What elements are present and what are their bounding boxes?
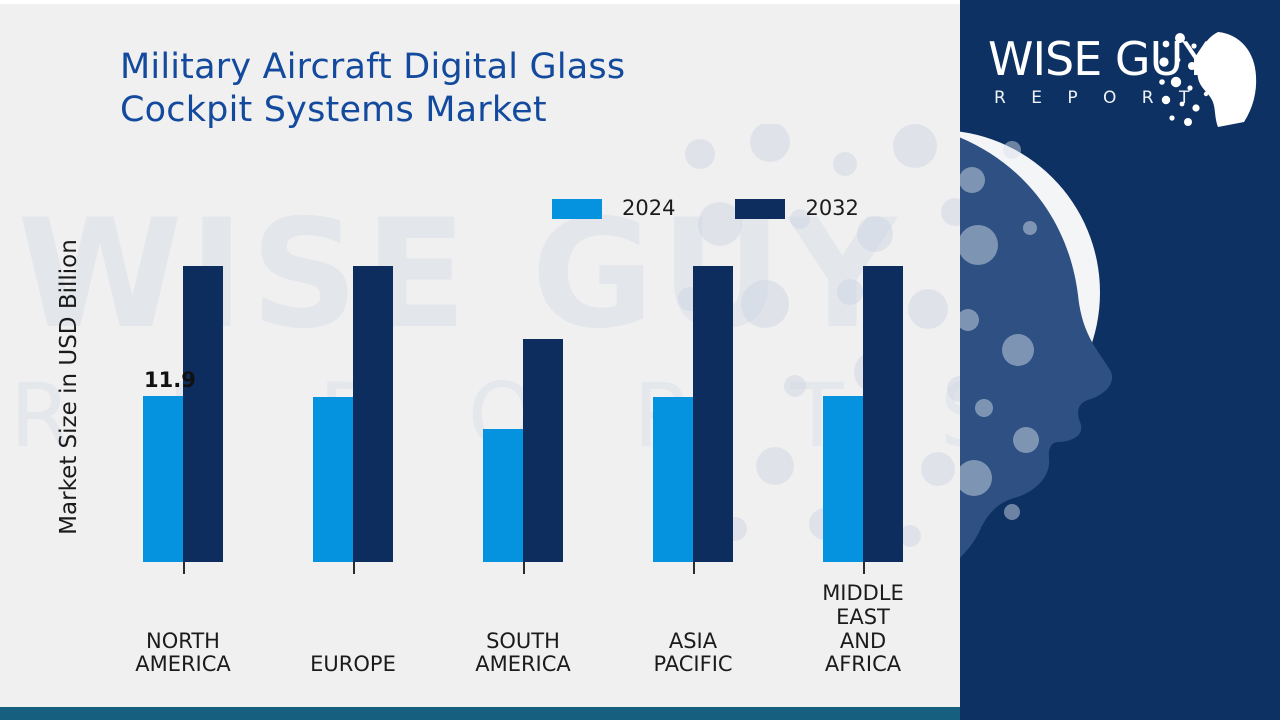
legend-item-2032[interactable]: 2032 [735,196,859,220]
bar-data-label: 11.9 [144,367,196,392]
bar-2032[interactable] [523,338,563,562]
legend-item-2024[interactable]: 2024 [552,198,675,219]
brand-panel [960,0,1280,720]
legend-swatch-2032 [735,198,786,219]
bar-2024[interactable] [313,397,353,562]
page-title: Military Aircraft Digital Glass Cockpit … [120,46,740,131]
bar-group: MIDDLE EAST AND AFRICA [822,4,904,707]
bar-group: SOUTH AMERICA [475,4,571,707]
bar-group: EUROPE [310,4,396,707]
category-label-line: NORTH [146,628,220,653]
x-axis-tick [183,562,185,574]
title-line-2: Cockpit Systems Market [120,89,547,130]
x-axis-tick [353,562,355,574]
bar-2024[interactable] [483,429,523,562]
logo-wordmark: WISE GUY [988,32,1210,86]
head-profile-icon [960,137,1112,558]
category-label-line: SOUTH [486,628,560,653]
bar-2032[interactable] [183,266,223,562]
x-axis-tick [693,562,695,574]
category-label-line: MIDDLE [822,581,904,606]
x-axis-tick [863,562,865,574]
x-axis-category-label: ASIA PACIFIC [593,628,793,677]
brand-dots-icon [960,141,1039,520]
category-label-line: ASIA [668,628,718,653]
x-axis-tick [523,562,525,574]
brand-logo[interactable]: WISE GUY R E P O R T S [988,32,1257,127]
bar-2032[interactable] [693,266,733,562]
x-axis-category-label: EUROPE [253,653,453,677]
bar-group: NORTH AMERICA [135,4,231,707]
title-line-1: Military Aircraft Digital Glass [120,47,626,87]
category-label-line: EUROPE [310,652,396,677]
plot-area: NORTH AMERICA EUROPE SOUTH AMERICA ASIA PACIFI… [0,4,960,707]
x-axis-category-label: SOUTH AMERICA [423,628,623,677]
legend-label-2032: 2032 [805,196,859,220]
category-label-line: AMERICA [135,652,231,677]
category-label-line: AND [839,628,887,653]
x-axis-category-label: MIDDLE EAST AND AFRICA [763,581,960,677]
legend-swatch-2024 [552,198,602,219]
legend-label-2024: 2024 [622,196,676,220]
chart-legend: 2024 2032 [552,198,859,219]
chart-panel: WISE GUY R E P O R T S [0,4,960,707]
category-label-line: PACIFIC [653,652,733,677]
category-label-line: AMERICA [475,652,571,677]
bottom-accent-strip [0,707,960,720]
bar-2032[interactable] [353,266,393,562]
bar-2024[interactable] [143,395,183,562]
bar-2032[interactable] [863,266,903,562]
bar-2024[interactable] [653,396,693,562]
bar-2024[interactable] [823,395,863,562]
bar-group: ASIA PACIFIC [653,4,733,707]
category-label-line: EAST [836,604,890,629]
x-axis-category-label: NORTH AMERICA [83,628,283,677]
logo-head-profile-icon [1159,32,1257,127]
category-label-line: AFRICA [824,652,902,677]
